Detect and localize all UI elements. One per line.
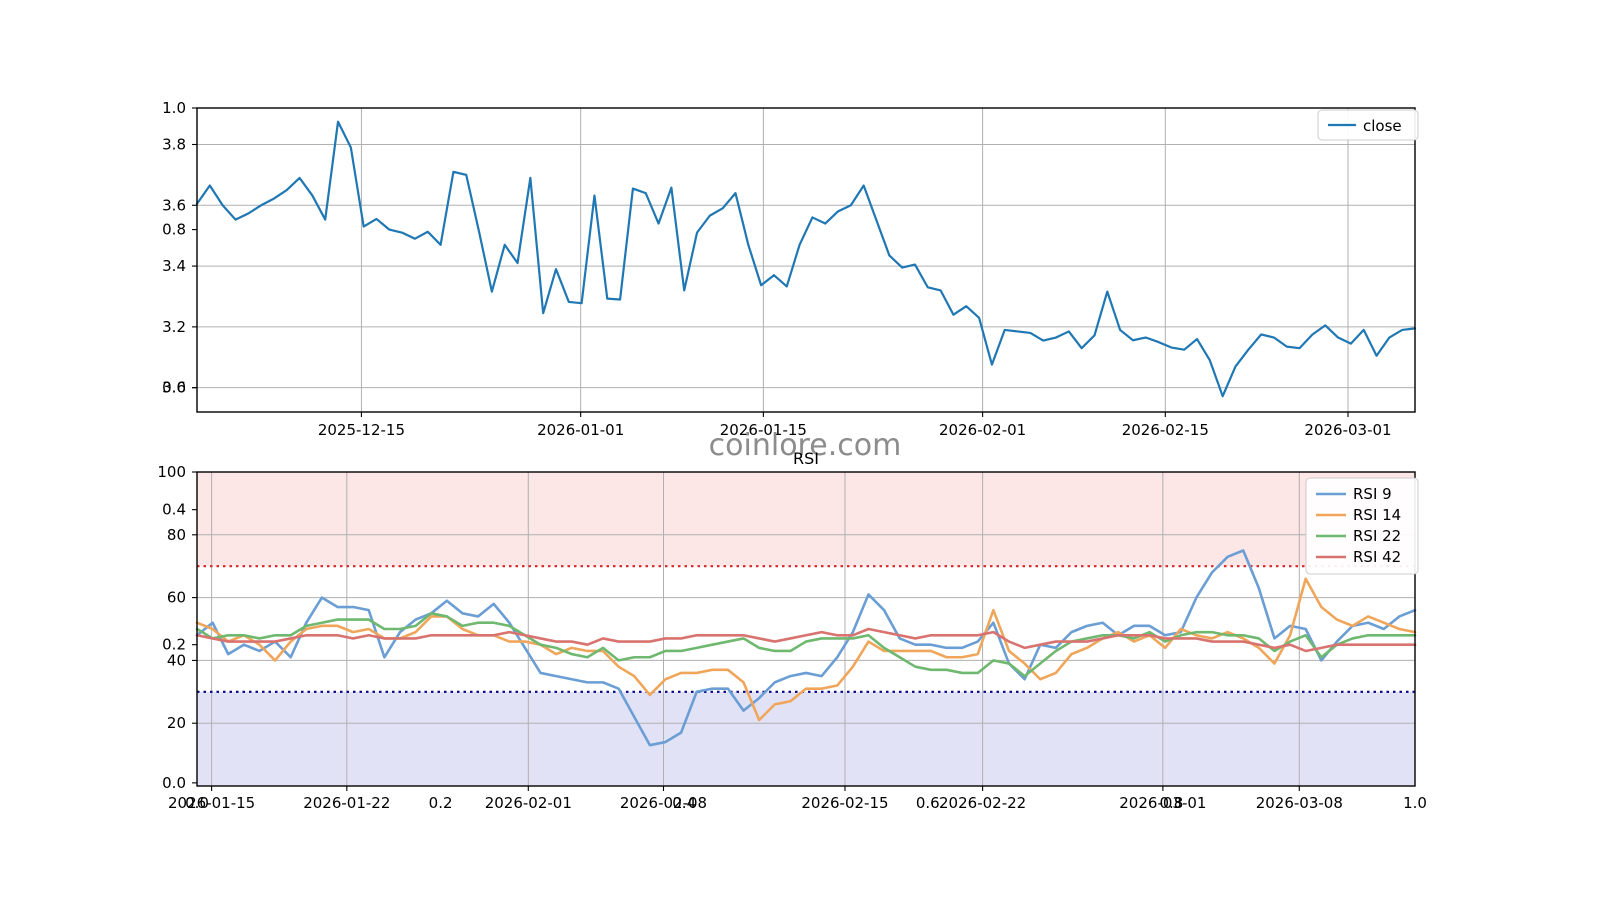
rsi-panel-title: RSI bbox=[793, 449, 819, 468]
rsi-x-tick-label: 2026-03-08 bbox=[1256, 794, 1343, 812]
rsi-band bbox=[197, 691, 1415, 786]
price-y-tick-label: 3.0 bbox=[162, 379, 186, 397]
rsi-x-tick-label: 2026-01-15 bbox=[168, 794, 255, 812]
price-y-tick-label: 3.2 bbox=[162, 318, 186, 336]
rsi-x-tick-label: 2026-02-01 bbox=[485, 794, 572, 812]
price-panel: 3.0 3.2 3.4 3.6 3.8 1.0 0.8 0.6 2025-12-15 2026-0… bbox=[162, 99, 1419, 439]
rsi-x-tick-label: 2026-01-22 bbox=[303, 794, 390, 812]
rsi-legend-label-rsi-9: RSI 9 bbox=[1353, 485, 1392, 503]
rsi-y-tick-label: 80 bbox=[167, 526, 186, 544]
rsi-legend-label-rsi-22: RSI 22 bbox=[1353, 527, 1401, 545]
price-x-tick-label: 2026-02-01 bbox=[939, 421, 1026, 439]
price-y-tick-label: 3.6 bbox=[162, 196, 186, 214]
price-axes-frame bbox=[196, 107, 1416, 413]
price-close-line bbox=[195, 120, 1417, 398]
price-y-phantom-tick-label: 1.0 bbox=[162, 99, 186, 117]
rsi-x-phantom-tick-label: 0.8 bbox=[1159, 794, 1183, 812]
rsi-y-phantom-tick-label: 0.0 bbox=[162, 774, 186, 792]
price-legend-box bbox=[1317, 109, 1419, 141]
rsi-legend-label-rsi-42: RSI 42 bbox=[1353, 548, 1401, 566]
rsi-series-line-rsi-22 bbox=[195, 612, 1417, 678]
rsi-x-tick-label: 2026-02-15 bbox=[801, 794, 888, 812]
price-x-tick-label: 2026-01-01 bbox=[537, 421, 624, 439]
rsi-legend-label-rsi-14: RSI 14 bbox=[1353, 506, 1401, 524]
rsi-x-tick-label: 2026-03-01 bbox=[1119, 794, 1206, 812]
price-y-phantom-tick-label: 0.8 bbox=[162, 221, 186, 239]
rsi-x-tick-label: 2026-02-08 bbox=[620, 794, 707, 812]
rsi-x-phantom-tick-label: 0.0 bbox=[185, 794, 209, 812]
price-x-tick-label: 2026-01-15 bbox=[720, 421, 807, 439]
rsi-y-tick-label: 60 bbox=[167, 589, 186, 607]
rsi-x-phantom-tick-label: 0.6 bbox=[916, 794, 940, 812]
rsi-y-phantom-tick-label: 0.2 bbox=[162, 636, 186, 654]
rsi-series-line-rsi-42 bbox=[195, 627, 1417, 653]
rsi-x-phantom-tick-label: 0.4 bbox=[672, 794, 696, 812]
rsi-y-tick-label: 20 bbox=[167, 714, 186, 732]
price-x-tick-label: 2025-12-15 bbox=[318, 421, 405, 439]
rsi-series-line-rsi-9 bbox=[195, 549, 1417, 747]
rsi-band bbox=[197, 472, 1415, 567]
price-y-tick-label: 3.8 bbox=[162, 135, 186, 153]
rsi-y-tick-label: 100 bbox=[157, 463, 186, 481]
price-y-phantom-tick-label: 0.6 bbox=[162, 379, 186, 397]
rsi-y-phantom-tick-label: 0.4 bbox=[162, 501, 186, 519]
price-x-tick-label: 2026-03-01 bbox=[1304, 421, 1391, 439]
rsi-x-tick-label: 2026-02-22 bbox=[939, 794, 1026, 812]
rsi-x-phantom-tick-label: 1.0 bbox=[1403, 794, 1427, 812]
rsi-legend-box bbox=[1305, 477, 1419, 575]
rsi-x-phantom-tick-label: 0.2 bbox=[429, 794, 453, 812]
rsi-y-tick-label: 40 bbox=[167, 651, 186, 669]
price-x-tick-label: 2026-02-15 bbox=[1122, 421, 1209, 439]
rsi-axes-frame bbox=[196, 471, 1416, 787]
price-legend[interactable]: close bbox=[1317, 109, 1419, 141]
rsi-legend[interactable]: RSI 9 RSI 14 RSI 22 RSI 42 bbox=[1305, 477, 1419, 575]
watermark: coinlore.com bbox=[709, 428, 902, 463]
price-legend-label: close bbox=[1363, 117, 1402, 135]
price-y-tick-label: 3.4 bbox=[162, 257, 186, 275]
